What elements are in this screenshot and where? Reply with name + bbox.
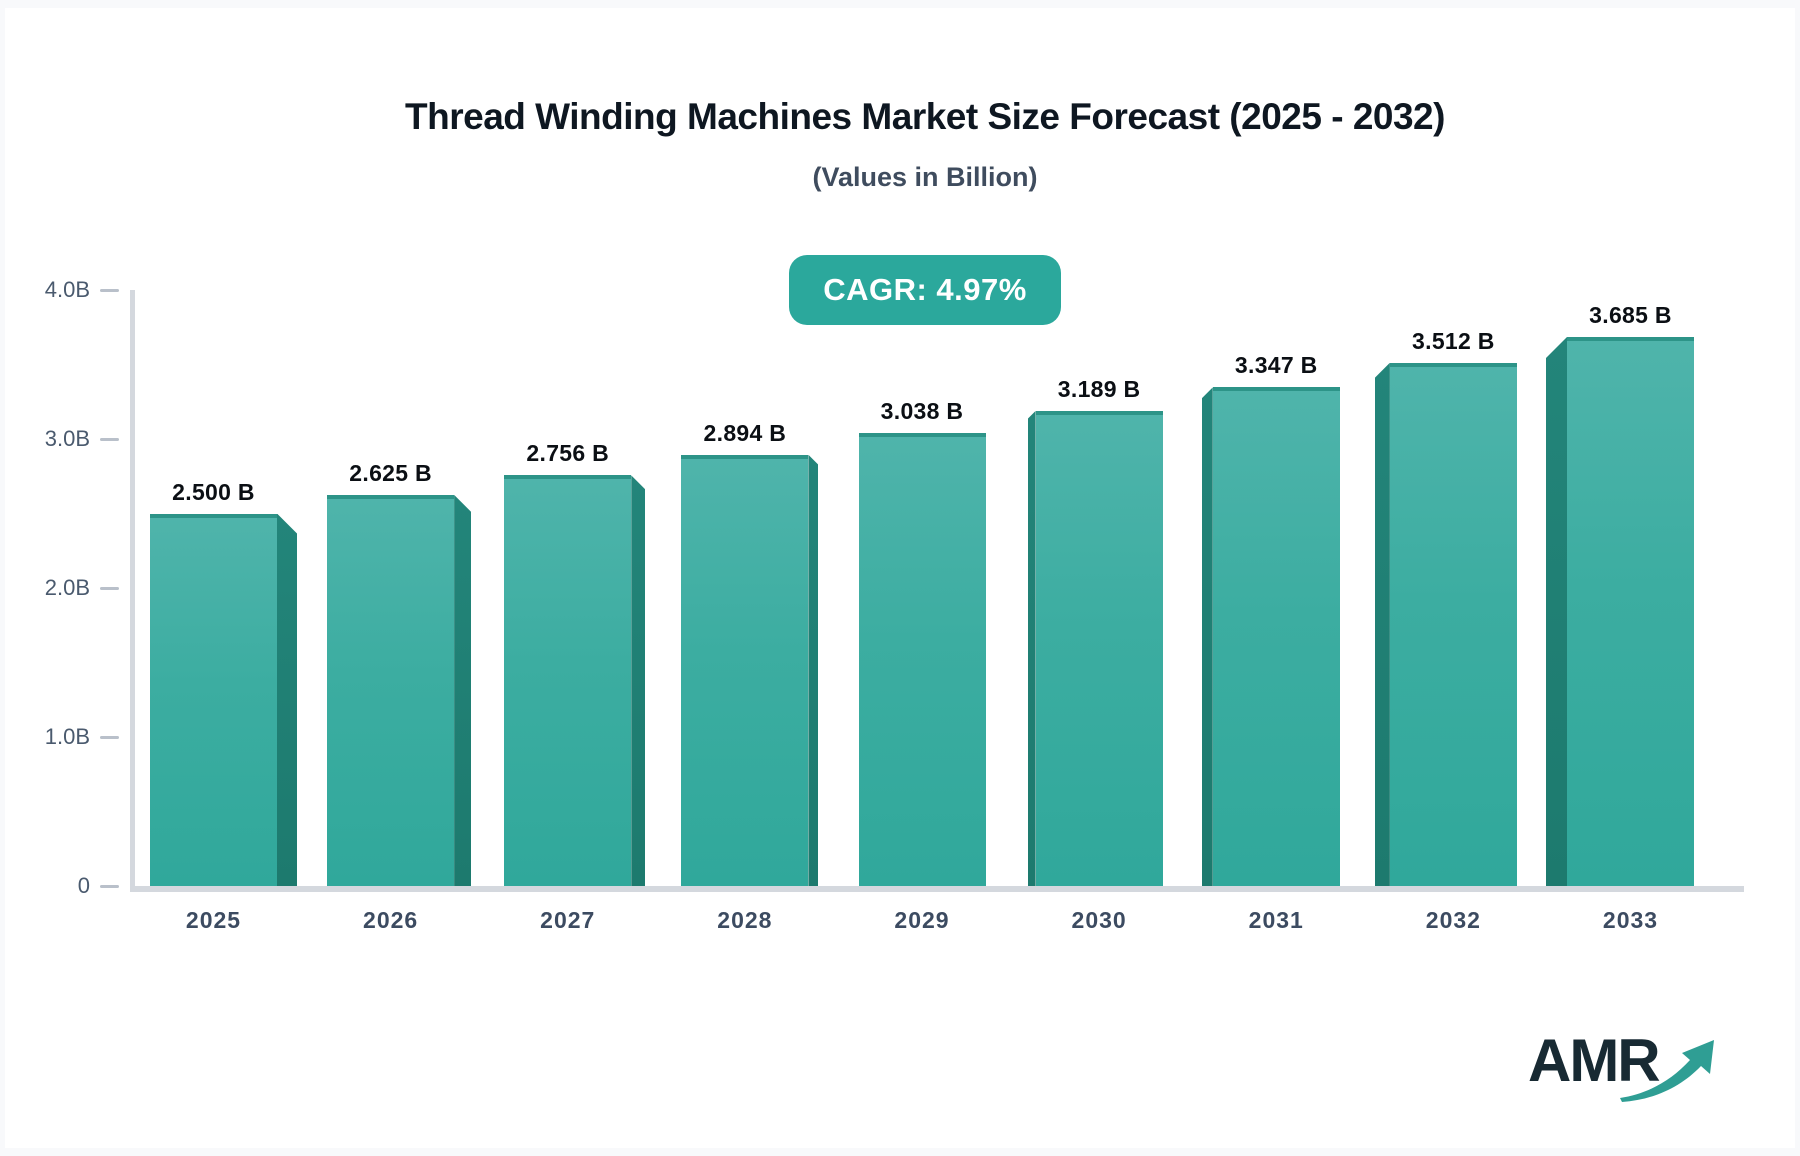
amr-logo-text: AMR [1528,1027,1661,1094]
bar-value-label-2030: 3.189 B [1057,375,1141,402]
x-axis-line [130,886,1744,892]
frame-edge-bottom [0,1148,1800,1156]
bar-value-label-2032: 3.512 B [1412,327,1495,354]
bar-2030[interactable] [1035,410,1163,886]
x-axis-label-2027: 2027 [540,907,596,933]
bar-2027[interactable] [504,475,632,886]
y-tick-mark-2.0B [100,586,119,590]
y-tick-mark-4.0B [100,288,119,292]
bar-value-label-2025: 2.500 B [172,478,255,505]
frame-edge-top [0,0,1800,8]
y-tick-mark-0 [100,884,119,888]
bar-2026[interactable] [327,494,455,886]
bar-side-face-2028 [808,454,819,886]
bar-2033[interactable] [1567,336,1694,886]
y-tick-label-4.0B: 4.0B [44,277,90,302]
bar-side-face-2031 [1201,387,1213,886]
bar-side-face-2030 [1027,410,1036,886]
frame-edge-right [1795,0,1800,1156]
amr-logo: AMR [1528,1026,1728,1110]
y-tick-label-3.0B: 3.0B [44,426,90,451]
y-tick-label-1.0B: 1.0B [44,724,90,749]
x-axis-label-2029: 2029 [894,907,950,933]
x-axis-label-2025: 2025 [185,907,242,933]
bar-side-face-2025 [277,513,297,886]
frame-edge-left [0,0,5,1156]
bar-side-face-2033 [1546,336,1567,886]
bar-side-face-2027 [631,475,646,886]
bar-side-face-2032 [1374,362,1390,886]
y-tick-label-0: 0 [77,873,90,898]
x-axis-label-2031: 2031 [1248,907,1304,933]
y-axis-line [130,290,135,886]
x-axis-label-2026: 2026 [363,907,419,933]
bar-value-label-2028: 2.894 B [703,419,787,446]
y-tick-mark-1.0B [100,735,119,739]
bar-side-face-2026 [454,494,472,886]
bar-2025[interactable] [150,513,277,886]
bar-chart-plot-area: 2.500 B 2025 2.625 B 2026 2.756 B 2027 2.894 B… [130,290,1744,933]
bar-value-label-2031: 3.347 B [1234,352,1318,379]
growth-arrow-icon [1616,1028,1722,1113]
bar-value-label-2033: 3.685 B [1589,301,1672,328]
bar-2032[interactable] [1389,362,1517,886]
bar-2029[interactable] [858,433,986,886]
bar-value-label-2029: 3.038 B [880,398,964,425]
cagr-badge: CAGR: 4.97% [789,255,1061,325]
bar-2031[interactable] [1212,387,1340,886]
bar-2028[interactable] [681,454,809,886]
x-axis-label-2030: 2030 [1071,907,1127,933]
x-axis-label-2028: 2028 [717,907,773,933]
y-tick-mark-3.0B [100,437,119,441]
chart-subtitle: (Values in Billion) [812,162,1038,192]
chart-title: Thread Winding Machines Market Size Fore… [405,96,1445,137]
x-axis-label-2032: 2032 [1425,907,1481,933]
x-axis-label-2033: 2033 [1602,907,1659,933]
bar-value-label-2026: 2.625 B [349,459,432,486]
bar-value-label-2027: 2.756 B [526,440,610,467]
y-tick-label-2.0B: 2.0B [44,575,90,600]
